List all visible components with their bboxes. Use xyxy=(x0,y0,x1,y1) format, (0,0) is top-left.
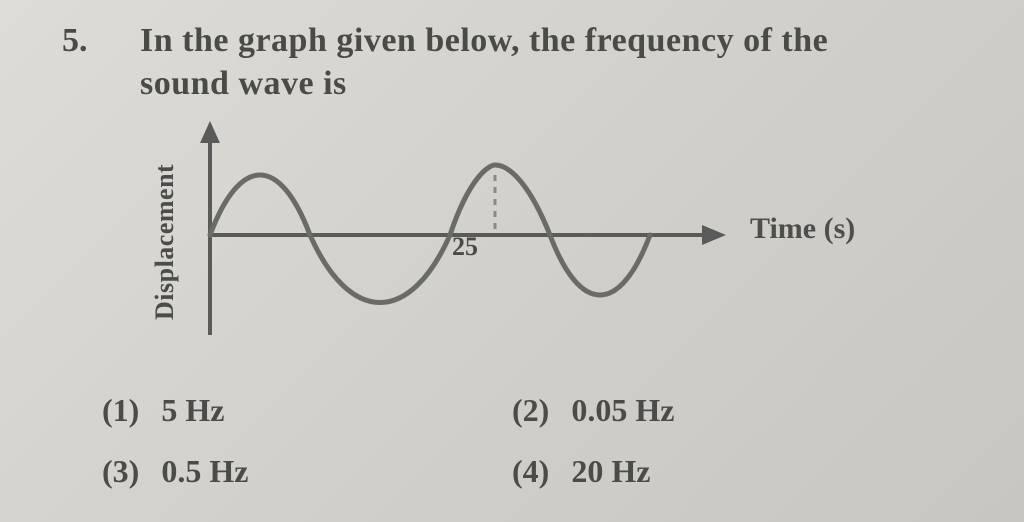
question-line-1: In the graph given below, the frequency … xyxy=(140,22,828,59)
option-row-2: (3) 0.5 Hz (4) 20 Hz xyxy=(102,453,922,490)
x-axis-label: Time (s) xyxy=(750,212,855,246)
answer-options: (1) 5 Hz (2) 0.05 Hz (3) 0.5 Hz (4) 20 H… xyxy=(102,392,922,514)
option-2[interactable]: (2) 0.05 Hz xyxy=(512,392,922,429)
page: 5. In the graph given below, the frequen… xyxy=(0,0,1024,522)
option-1[interactable]: (1) 5 Hz xyxy=(102,392,512,429)
option-4[interactable]: (4) 20 Hz xyxy=(512,453,922,490)
x-tick-label: 25 xyxy=(452,232,478,262)
question-text: In the graph given below, the frequency … xyxy=(140,20,960,105)
option-2-text: 0.05 Hz xyxy=(571,392,674,428)
option-3-text: 0.5 Hz xyxy=(161,453,248,489)
option-1-num: (1) xyxy=(102,392,139,428)
question-line-2: sound wave is xyxy=(140,65,347,102)
question-number: 5. xyxy=(62,22,88,60)
option-row-1: (1) 5 Hz (2) 0.05 Hz xyxy=(102,392,922,429)
x-axis-arrow-icon xyxy=(702,225,726,245)
y-axis-arrow-icon xyxy=(200,121,220,143)
option-4-text: 20 Hz xyxy=(571,453,650,489)
option-3-num: (3) xyxy=(102,453,139,489)
option-3[interactable]: (3) 0.5 Hz xyxy=(102,453,512,490)
option-1-text: 5 Hz xyxy=(161,392,224,428)
option-2-num: (2) xyxy=(512,392,549,428)
option-4-num: (4) xyxy=(512,453,549,489)
